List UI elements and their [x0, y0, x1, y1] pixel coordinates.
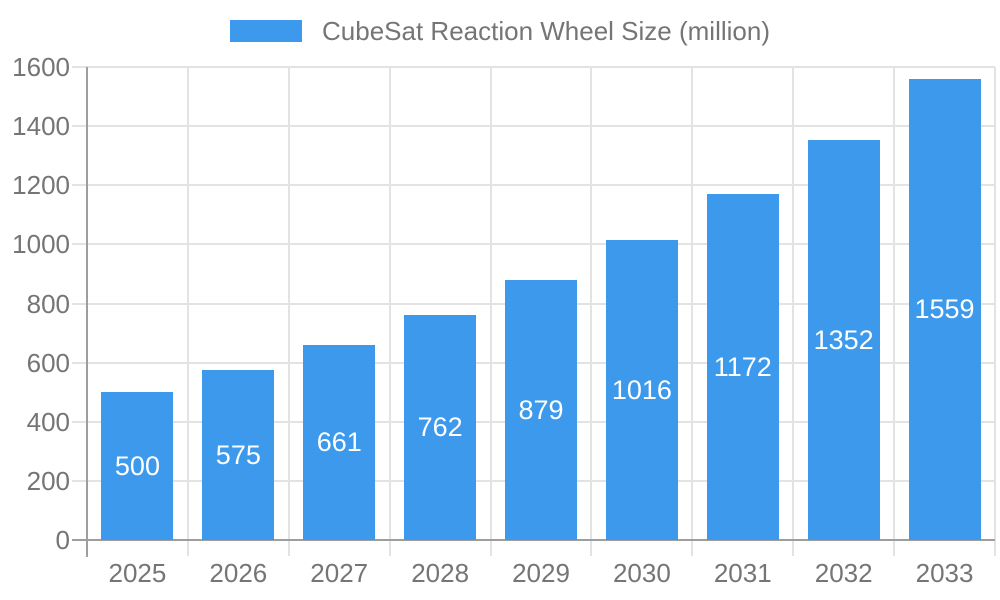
gridline-vertical [590, 67, 593, 556]
x-axis-line [72, 539, 995, 541]
y-axis-label: 600 [26, 347, 70, 378]
x-axis-label: 2028 [411, 558, 470, 588]
bar: 1172 [706, 194, 779, 540]
y-axis-line [86, 67, 88, 557]
bar: 500 [101, 392, 174, 540]
bar-value-label: 879 [518, 394, 564, 425]
y-axis-label: 400 [26, 406, 70, 437]
x-axis-label: 2029 [512, 558, 570, 588]
gridline-vertical [388, 67, 391, 556]
x-axis-label: 2032 [814, 558, 873, 588]
gridline-vertical [691, 67, 694, 556]
gridline-horizontal [72, 243, 995, 246]
x-axis-label: 2031 [713, 558, 772, 588]
y-axis-label: 1400 [12, 111, 70, 142]
y-axis-label: 800 [26, 288, 70, 319]
x-axis-label: 2025 [108, 558, 167, 588]
gridline-vertical [893, 67, 896, 556]
bar-value-label: 500 [114, 450, 160, 481]
x-axis-label: 2030 [612, 558, 671, 588]
x-axis-label: 2033 [915, 558, 974, 588]
bar-value-label: 1352 [813, 324, 874, 355]
gridline-vertical [186, 67, 189, 556]
legend-swatch [230, 20, 303, 42]
y-axis-label: 1200 [12, 170, 70, 201]
gridline-vertical [994, 67, 996, 556]
bar-value-label: 1172 [713, 351, 772, 382]
legend-label: CubeSat Reaction Wheel Size (million) [322, 16, 770, 46]
gridline-vertical [792, 67, 795, 556]
bar: 575 [202, 370, 275, 540]
x-axis-label: 2027 [310, 558, 369, 588]
bar: 1352 [807, 140, 880, 540]
gridline-vertical [287, 67, 290, 556]
gridline-horizontal [72, 184, 995, 187]
plot-area: 500 575 661 762 879 1016 1172 1352 1559 [72, 66, 996, 557]
gridline-vertical [489, 67, 492, 556]
bar: 661 [303, 345, 376, 540]
bar: 879 [505, 280, 577, 540]
bar: 762 [404, 315, 477, 540]
bar-value-label: 661 [316, 427, 362, 457]
chart-legend: CubeSat Reaction Wheel Size (million) [0, 14, 1000, 48]
bar: 1559 [908, 79, 981, 540]
y-axis-label: 0 [55, 525, 70, 555]
bar-value-label: 1016 [611, 374, 672, 405]
gridline-horizontal [72, 66, 995, 68]
bar-value-label: 575 [215, 439, 261, 470]
gridline-horizontal [72, 125, 995, 128]
y-axis-label: 1600 [12, 52, 70, 82]
y-axis-label: 1000 [12, 229, 70, 260]
y-axis-label: 200 [26, 465, 70, 496]
bar-value-label: 762 [417, 412, 463, 442]
bar: 1016 [605, 240, 678, 540]
bar-value-label: 1559 [914, 294, 975, 324]
x-axis-label: 2026 [209, 558, 268, 588]
